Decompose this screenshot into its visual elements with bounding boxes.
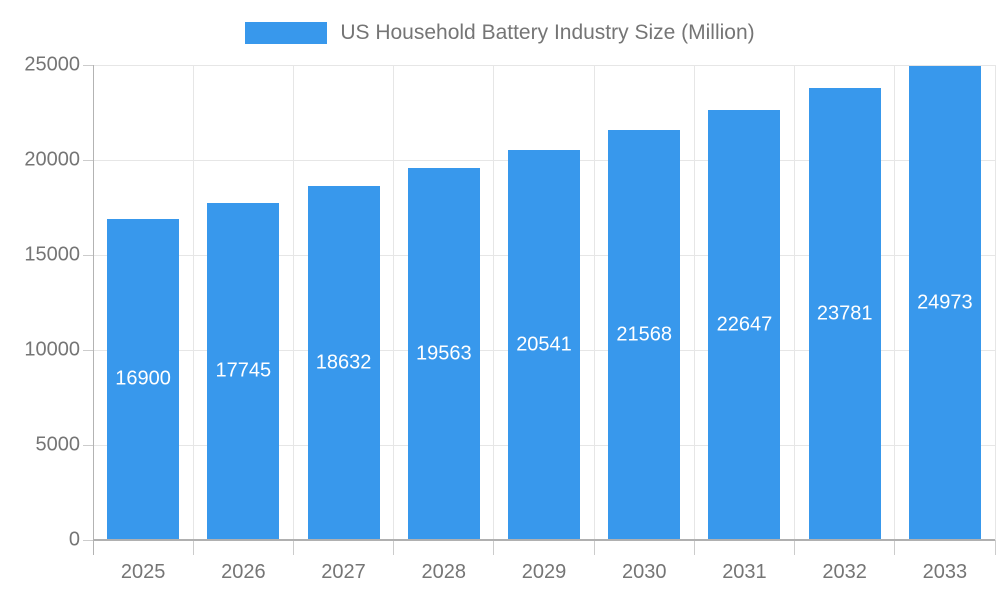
legend-label: US Household Battery Industry Size (Mill… <box>340 21 755 44</box>
y-axis-line <box>93 65 94 555</box>
x-axis-tick <box>493 540 495 555</box>
y-axis-label: 25000 <box>24 53 80 76</box>
bar-value-label: 23781 <box>816 302 873 325</box>
gridline-vertical <box>693 65 695 540</box>
x-axis-label: 2026 <box>221 561 266 583</box>
y-axis-tick <box>83 444 93 446</box>
bar-2026: 17745 <box>207 202 280 540</box>
x-axis-label: 2025 <box>120 561 166 583</box>
bar-value-label: 24973 <box>917 291 973 314</box>
bar-value-label: 19563 <box>415 342 472 365</box>
y-axis-label: 5000 <box>35 433 81 456</box>
x-axis-line <box>93 539 995 541</box>
y-axis-label: 15000 <box>24 243 80 266</box>
gridline-vertical <box>593 65 595 540</box>
x-axis-label: 2029 <box>521 561 567 583</box>
y-axis-tick <box>83 254 93 256</box>
x-axis-tick <box>192 540 194 555</box>
bar-value-label: 21568 <box>616 323 673 346</box>
x-axis-label: 2027 <box>321 561 366 583</box>
y-axis-tick <box>83 349 93 351</box>
y-axis-label: 10000 <box>24 338 80 361</box>
x-axis-tick <box>693 540 695 555</box>
bar-2028: 19563 <box>407 168 480 540</box>
bar-value-label: 18632 <box>315 351 372 374</box>
y-axis-tick <box>83 539 93 541</box>
bar-value-label: 17745 <box>215 359 272 382</box>
y-axis-label: 0 <box>68 528 80 551</box>
gridline-vertical <box>393 65 395 540</box>
x-axis-tick <box>393 540 395 555</box>
plot-area: 16900 17745 18632 19563 20541 21568 22647 23781… <box>83 64 996 555</box>
x-axis-tick <box>794 540 796 555</box>
bar-2033: 24973 <box>908 65 981 540</box>
bar-value-label: 16900 <box>115 367 171 390</box>
y-axis-tick <box>83 159 93 161</box>
gridline-vertical <box>493 65 495 540</box>
bar-2032: 23781 <box>808 88 881 540</box>
bar-2029: 20541 <box>508 149 580 540</box>
gridline-vertical <box>192 65 194 540</box>
x-axis-label: 2033 <box>922 561 968 583</box>
bar-value-label: 20541 <box>516 333 572 356</box>
bar-2027: 18632 <box>307 186 380 540</box>
gridline-horizontal <box>93 64 995 66</box>
x-axis-label: 2032 <box>822 561 867 583</box>
gridline-vertical <box>894 65 896 540</box>
x-axis-tick <box>292 540 294 555</box>
bar-2025: 16900 <box>107 218 180 540</box>
legend-swatch <box>245 22 328 44</box>
x-axis-label: 2028 <box>421 561 467 583</box>
y-axis-tick <box>83 64 93 66</box>
bar-2031: 22647 <box>708 109 781 540</box>
gridline-vertical <box>794 65 796 540</box>
legend: US Household Battery Industry Size (Mill… <box>0 21 1000 45</box>
x-axis-label: 2031 <box>722 561 767 583</box>
gridline-vertical <box>994 65 996 540</box>
bar-2030: 21568 <box>608 130 681 540</box>
gridline-vertical <box>292 65 294 540</box>
bar-value-label: 22647 <box>716 313 773 336</box>
x-axis-tick <box>994 540 996 555</box>
x-axis-tick <box>894 540 896 555</box>
y-axis-label: 20000 <box>24 148 80 171</box>
x-axis-tick <box>593 540 595 555</box>
x-axis-label: 2030 <box>621 561 667 583</box>
